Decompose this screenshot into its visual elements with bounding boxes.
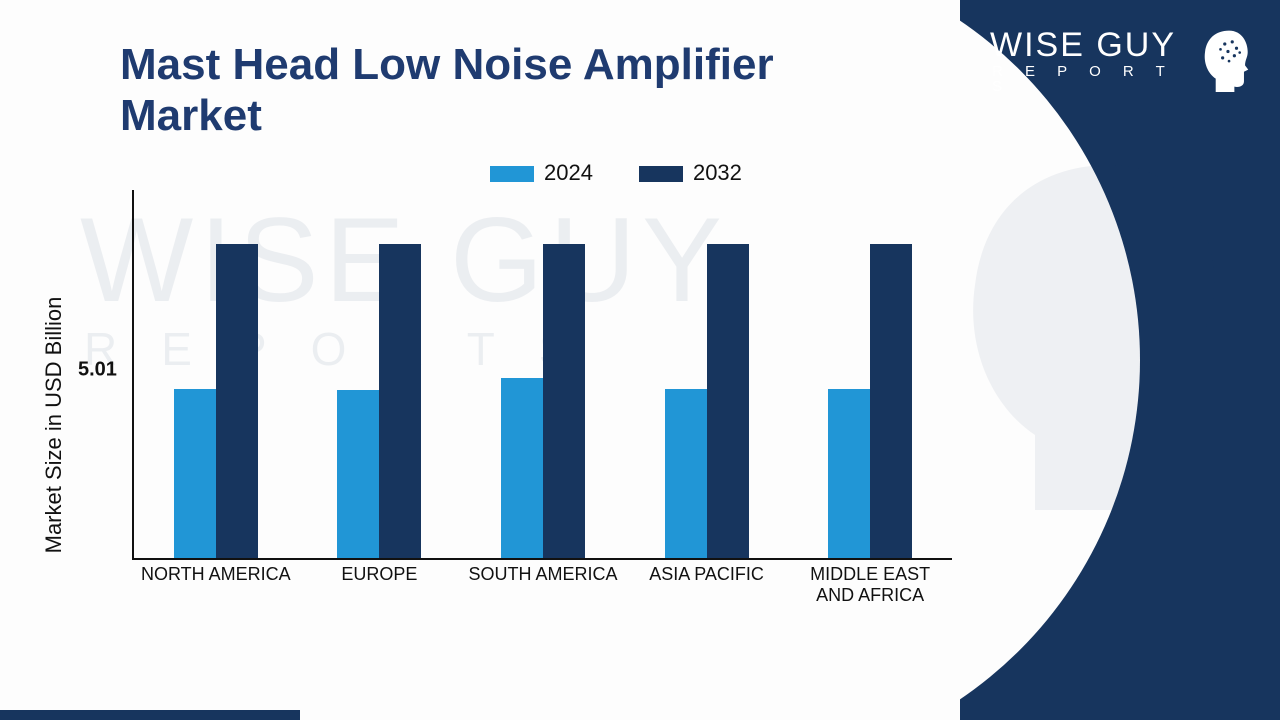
- category-label: NORTH AMERICA: [141, 558, 291, 585]
- category-label: ASIA PACIFIC: [632, 558, 782, 585]
- legend-item-2032: 2032: [639, 160, 742, 186]
- bar-2024: [828, 389, 870, 558]
- bar-group: NORTH AMERICA: [171, 244, 261, 558]
- bar-2032: [379, 244, 421, 558]
- category-label: MIDDLE EAST AND AFRICA: [795, 558, 945, 605]
- bar-2032: [870, 244, 912, 558]
- bottom-accent-bar: [0, 710, 300, 720]
- brand-logo: WISE GUY R E P O R T S: [990, 28, 1250, 94]
- bar-2032: [543, 244, 585, 558]
- bar-group: EUROPE: [334, 244, 424, 558]
- plot-area: 5.01 NORTH AMERICAEUROPESOUTH AMERICAASI…: [132, 190, 952, 560]
- legend-item-2024: 2024: [490, 160, 593, 186]
- legend-swatch-2032: [639, 166, 683, 182]
- bar-group: MIDDLE EAST AND AFRICA: [825, 244, 915, 558]
- chart: Market Size in USD Billion 2024 2032 5.0…: [60, 160, 970, 690]
- stage: WISE GUY REPORTS WISE GUY R E P O R T S …: [0, 0, 1280, 720]
- legend-label-2024: 2024: [544, 160, 593, 185]
- bar-2024: [174, 389, 216, 558]
- logo-sub: R E P O R T S: [990, 64, 1189, 94]
- legend-label-2032: 2032: [693, 160, 742, 185]
- category-label: SOUTH AMERICA: [468, 558, 618, 585]
- bar-groups: NORTH AMERICA EUROPE SOUTH AMERICA ASIA PAC…: [134, 190, 952, 558]
- bar-2024: [337, 390, 379, 558]
- logo-head-icon: [1197, 28, 1250, 92]
- category-label: EUROPE: [304, 558, 454, 585]
- bar-group: ASIA PACIFIC: [662, 244, 752, 558]
- bar-2032: [216, 244, 258, 558]
- bar-group: SOUTH AMERICA: [498, 244, 588, 558]
- legend-swatch-2024: [490, 166, 534, 182]
- y-tick-label: 5.01: [78, 359, 117, 382]
- bar-2024: [665, 389, 707, 558]
- bar-2024: [501, 378, 543, 558]
- legend: 2024 2032: [490, 160, 742, 186]
- y-axis-label: Market Size in USD Billion: [41, 297, 67, 554]
- bar-2032: [707, 244, 749, 558]
- chart-title: Mast Head Low Noise Amplifier Market: [120, 40, 840, 141]
- logo-main: WISE GUY: [990, 28, 1189, 62]
